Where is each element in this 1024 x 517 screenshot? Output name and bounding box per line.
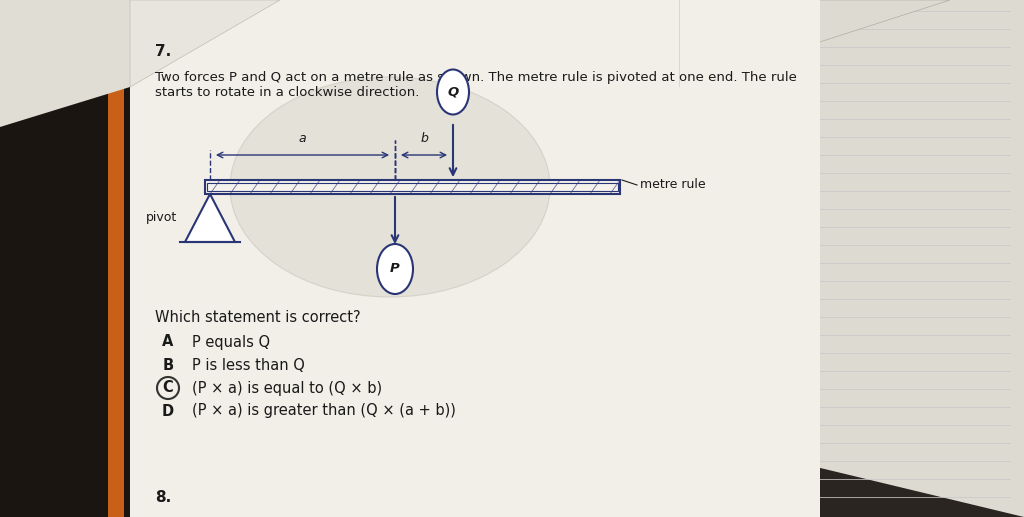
Text: Which statement is correct?: Which statement is correct? (155, 310, 360, 325)
Text: 7.: 7. (155, 44, 171, 59)
Text: P is less than Q: P is less than Q (193, 357, 305, 373)
Polygon shape (680, 0, 950, 87)
Polygon shape (185, 194, 234, 242)
Text: Two forces P and Q act on a metre rule as shown. The metre rule is pivoted at on: Two forces P and Q act on a metre rule a… (155, 70, 797, 84)
Text: (P × a) is greater than (Q × (a + b)): (P × a) is greater than (Q × (a + b)) (193, 403, 456, 418)
Ellipse shape (437, 69, 469, 114)
Polygon shape (650, 0, 1024, 517)
Text: B: B (163, 357, 173, 373)
Bar (0, 0, 130, 517)
Text: pivot: pivot (145, 211, 177, 224)
Text: b: b (420, 132, 428, 145)
Text: a: a (299, 132, 306, 145)
Bar (205, 180, 620, 194)
Text: (P × a) is equal to (Q × b): (P × a) is equal to (Q × b) (193, 381, 382, 396)
Text: P: P (390, 263, 400, 276)
Polygon shape (680, 0, 820, 517)
Text: C: C (163, 381, 173, 396)
Text: P equals Q: P equals Q (193, 334, 270, 349)
Text: starts to rotate in a clockwise direction.: starts to rotate in a clockwise directio… (155, 86, 420, 99)
Polygon shape (130, 0, 820, 517)
Text: Q: Q (447, 85, 459, 99)
Text: A: A (163, 334, 174, 349)
Text: D: D (162, 403, 174, 418)
Polygon shape (0, 0, 195, 127)
Ellipse shape (377, 244, 413, 294)
Bar (207, 183, 618, 191)
Bar (108, 0, 124, 517)
Text: 8.: 8. (155, 490, 171, 505)
Text: metre rule: metre rule (640, 178, 706, 191)
Polygon shape (130, 0, 280, 87)
Ellipse shape (230, 77, 550, 297)
